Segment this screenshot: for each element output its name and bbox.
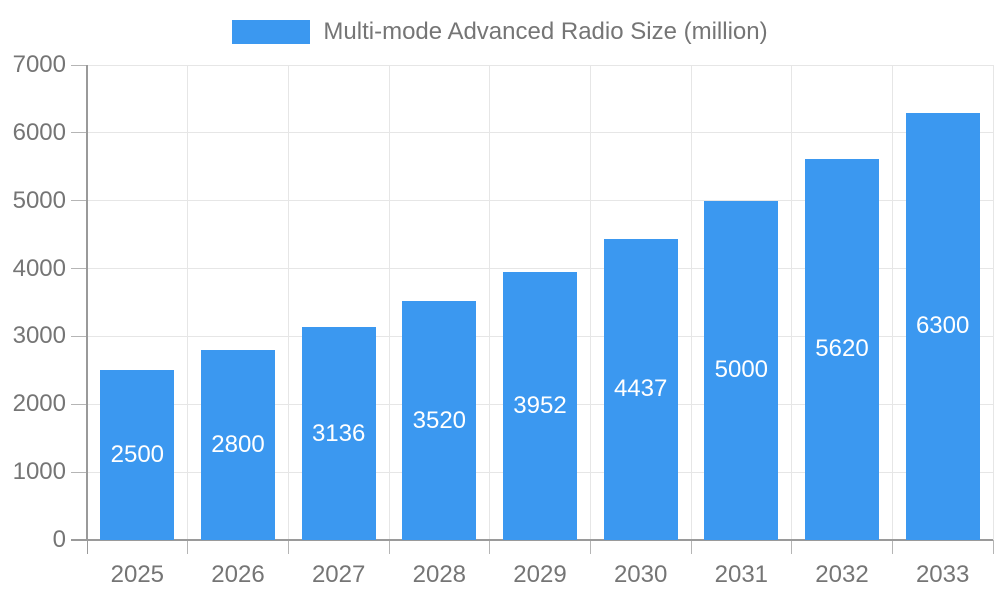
y-axis-line (86, 65, 88, 540)
y-tick (71, 132, 87, 134)
v-gridline (388, 65, 390, 540)
x-tick (388, 540, 390, 554)
x-tick-label: 2027 (311, 561, 366, 588)
x-tick (992, 540, 994, 554)
bar (805, 158, 879, 540)
x-tick (187, 540, 189, 554)
legend[interactable]: Multi-mode Advanced Radio Size (million) (0, 17, 1000, 46)
x-tick-label: 2028 (412, 561, 467, 588)
x-tick (287, 540, 289, 554)
v-gridline (891, 65, 893, 540)
bar-value-label: 2500 (110, 441, 165, 469)
x-tick (489, 540, 491, 554)
x-tick-label: 2030 (613, 561, 668, 588)
v-gridline (489, 65, 491, 540)
y-tick (71, 64, 87, 66)
bar (402, 301, 477, 540)
x-tick-label: 2026 (211, 561, 265, 588)
v-gridline (992, 65, 994, 540)
y-tick-label: 6000 (12, 118, 66, 146)
x-tick (589, 540, 591, 554)
y-tick (71, 403, 87, 405)
v-gridline (287, 65, 289, 540)
h-gridline (87, 64, 993, 66)
h-gridline (87, 132, 993, 134)
v-gridline (690, 65, 692, 540)
bar-value-label: 3520 (412, 406, 467, 434)
y-tick (71, 471, 87, 473)
legend-label: Multi-mode Advanced Radio Size (million) (323, 18, 768, 45)
x-tick-label: 2033 (915, 561, 970, 588)
x-tick (86, 540, 88, 554)
x-tick-label: 2029 (513, 561, 567, 588)
y-tick-label: 7000 (12, 51, 66, 78)
y-tick-label: 5000 (12, 186, 66, 214)
legend-swatch (232, 19, 311, 44)
x-tick (690, 540, 692, 554)
v-gridline (187, 65, 189, 540)
y-tick (71, 335, 87, 337)
y-tick-label: 4000 (12, 254, 66, 282)
y-tick-label: 2000 (12, 390, 66, 418)
y-tick-label: 3000 (12, 322, 66, 350)
v-gridline (589, 65, 591, 540)
bar-value-label: 3952 (513, 391, 567, 419)
bar (100, 370, 175, 540)
bar-value-label: 3136 (311, 419, 366, 447)
x-tick (791, 540, 793, 554)
bar (201, 350, 275, 540)
y-tick (71, 200, 87, 202)
x-tick (891, 540, 893, 554)
bar (503, 271, 577, 540)
bar-value-label: 6300 (915, 312, 970, 340)
x-axis-line (71, 539, 993, 541)
bar-value-label: 5620 (815, 335, 869, 363)
bar-value-label: 2800 (211, 431, 265, 458)
bar-value-label: 5000 (714, 356, 769, 384)
x-tick-label: 2031 (714, 561, 769, 588)
v-gridline (791, 65, 793, 540)
bar-value-label: 4437 (613, 375, 668, 403)
x-tick-label: 2032 (815, 561, 869, 588)
bar (603, 238, 678, 540)
bar (301, 327, 376, 540)
h-gridline (87, 268, 993, 270)
y-tick-label: 0 (52, 526, 66, 553)
bar (704, 200, 779, 540)
h-gridline (87, 200, 993, 202)
y-tick (71, 268, 87, 270)
x-tick-label: 2025 (110, 561, 165, 588)
y-tick-label: 1000 (12, 458, 66, 486)
bar (905, 112, 980, 540)
